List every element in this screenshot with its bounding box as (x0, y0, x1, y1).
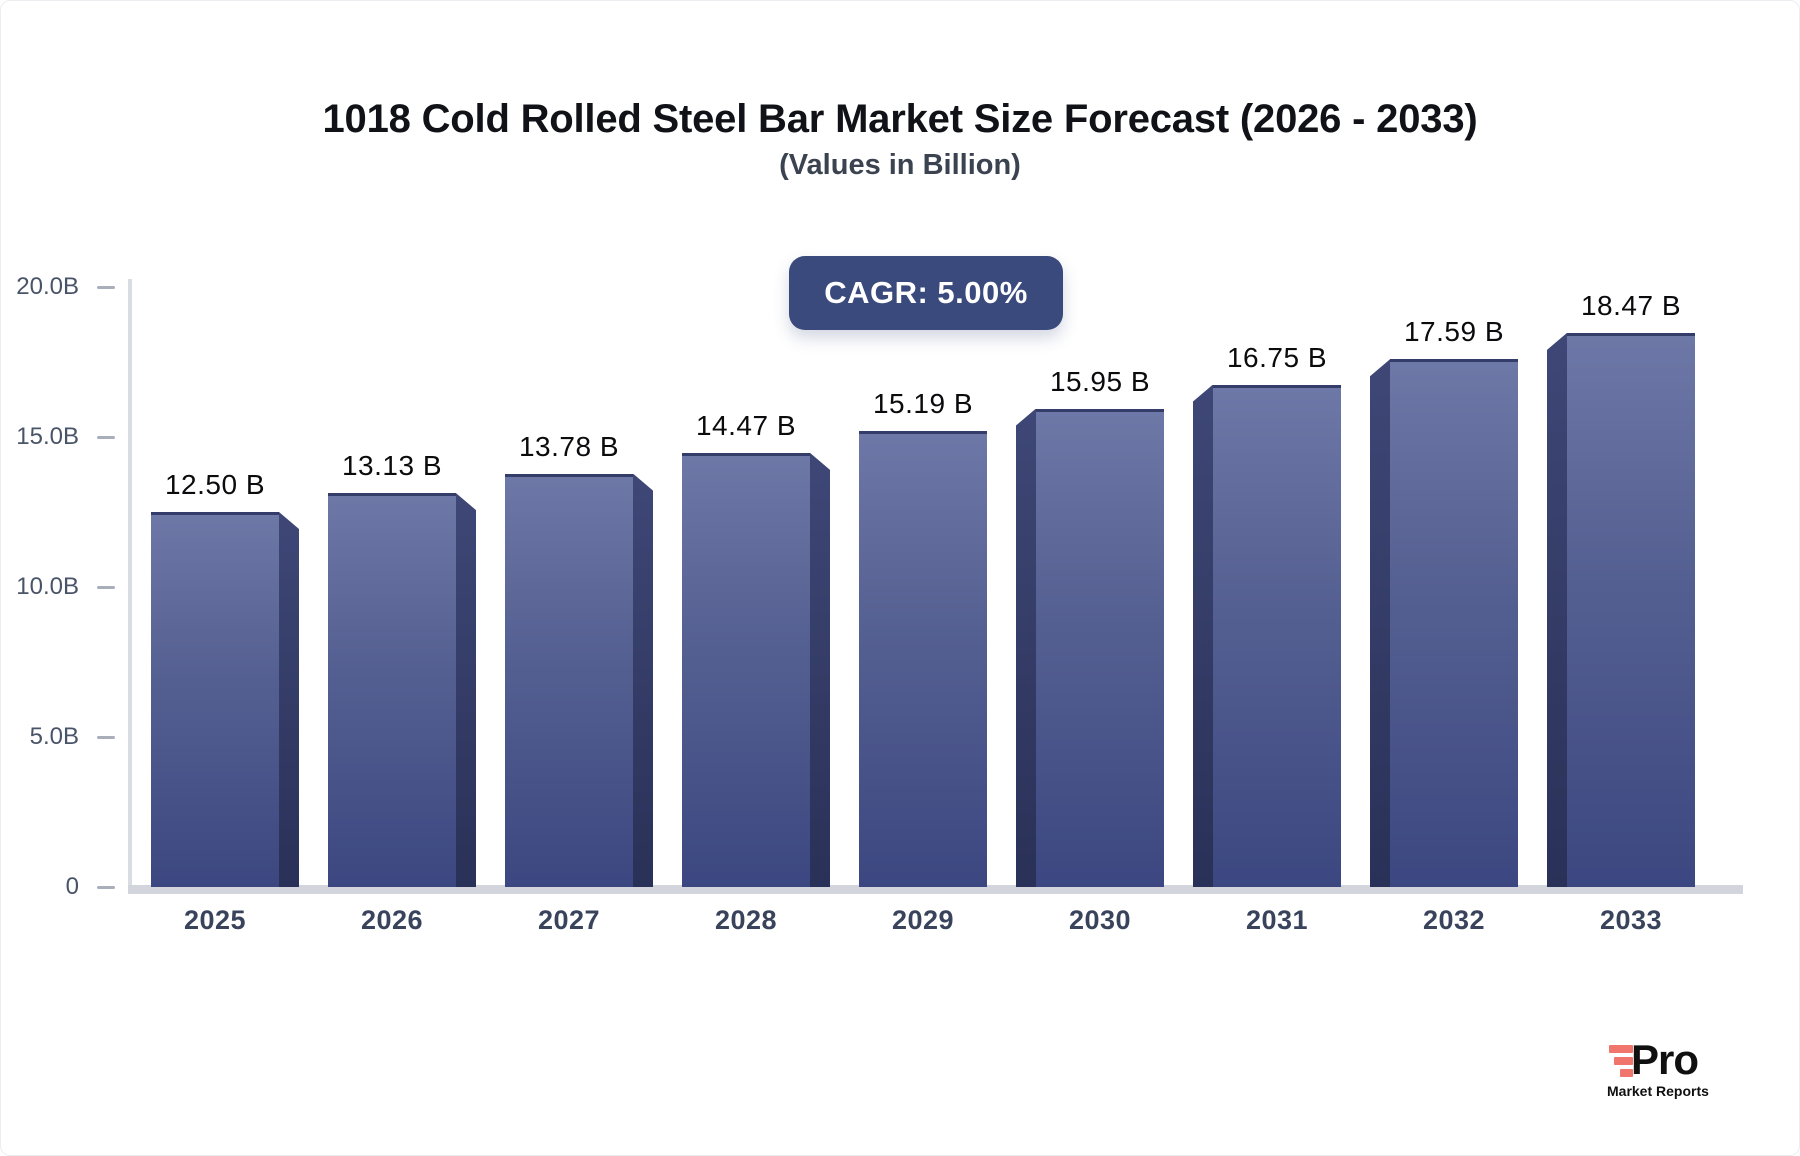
y-axis-tick-mark (97, 736, 115, 739)
x-axis-label: 2028 (714, 905, 778, 935)
y-axis-tick-mark (97, 586, 115, 589)
bar-value-label: 15.19 B (872, 388, 974, 420)
bar-value-label: 12.50 B (164, 469, 266, 500)
bar-3d-side (456, 493, 476, 887)
x-axis-label: 2029 (891, 905, 955, 935)
y-axis-tick-label: 10.0B (16, 573, 79, 600)
chart-subtitle: (Values in Billion) (779, 149, 1021, 181)
bar-value-label: 17.59 B (1403, 316, 1505, 348)
bar-3d-side (279, 512, 299, 887)
pro-market-reports-logo: Pro Market Reports (1607, 1036, 1717, 1100)
y-axis-tick-mark (97, 436, 115, 439)
bar-3d-side (810, 452, 830, 887)
bar-value-label: 14.47 B (695, 409, 797, 441)
bar-2027 (505, 473, 633, 887)
cagr-badge: CAGR: 5.00% (789, 256, 1063, 330)
y-axis-line (128, 279, 132, 891)
x-axis-label: 2033 (1599, 905, 1663, 935)
x-axis-label: 2027 (537, 905, 601, 935)
bar-2026 (328, 493, 456, 887)
bar-2028 (682, 452, 810, 887)
bar-value-label: 13.13 B (341, 450, 443, 482)
bar-2030 (1036, 408, 1164, 887)
bar-value-label: 13.78 B (518, 430, 620, 462)
bar-value-label: 16.75 B (1226, 341, 1328, 373)
x-axis-label: 2026 (360, 905, 424, 935)
bar-value-label: 18.47 B (1580, 289, 1682, 321)
y-axis-tick-label: 5.0B (29, 723, 79, 750)
y-axis-tick-label: 15.0B (16, 423, 79, 450)
x-axis-label: 2025 (183, 905, 247, 935)
chart-title: 1018 Cold Rolled Steel Bar Market Size F… (322, 97, 1478, 141)
x-axis-line (128, 885, 1743, 894)
logo-speed-bars-icon (1607, 1045, 1633, 1077)
x-axis-label: 2032 (1422, 905, 1486, 935)
y-axis-tick-mark (97, 286, 115, 289)
cagr-badge-label: CAGR: 5.00% (824, 275, 1028, 310)
bar-2029 (859, 431, 987, 887)
bar-2032 (1390, 359, 1518, 887)
bar-value-label: 15.95 B (1049, 365, 1151, 397)
logo-name: Pro (1631, 1036, 1699, 1083)
bar-3d-side (1016, 408, 1036, 887)
bar-3d-side (633, 473, 653, 887)
bar-3d-side (1193, 384, 1213, 887)
logo-tagline: Market Reports (1607, 1083, 1709, 1099)
y-axis-tick-label: 0 (65, 873, 79, 900)
bar-3d-side (1547, 332, 1567, 887)
bar-3d-side (1370, 359, 1390, 887)
bar-2031 (1213, 384, 1341, 887)
x-axis-label: 2030 (1068, 905, 1132, 935)
bar-2025 (151, 512, 279, 887)
y-axis-tick-mark (97, 886, 115, 889)
y-axis-tick-label: 20.0B (16, 273, 79, 300)
x-axis-label: 2031 (1245, 905, 1309, 935)
bar-2033 (1567, 332, 1695, 887)
